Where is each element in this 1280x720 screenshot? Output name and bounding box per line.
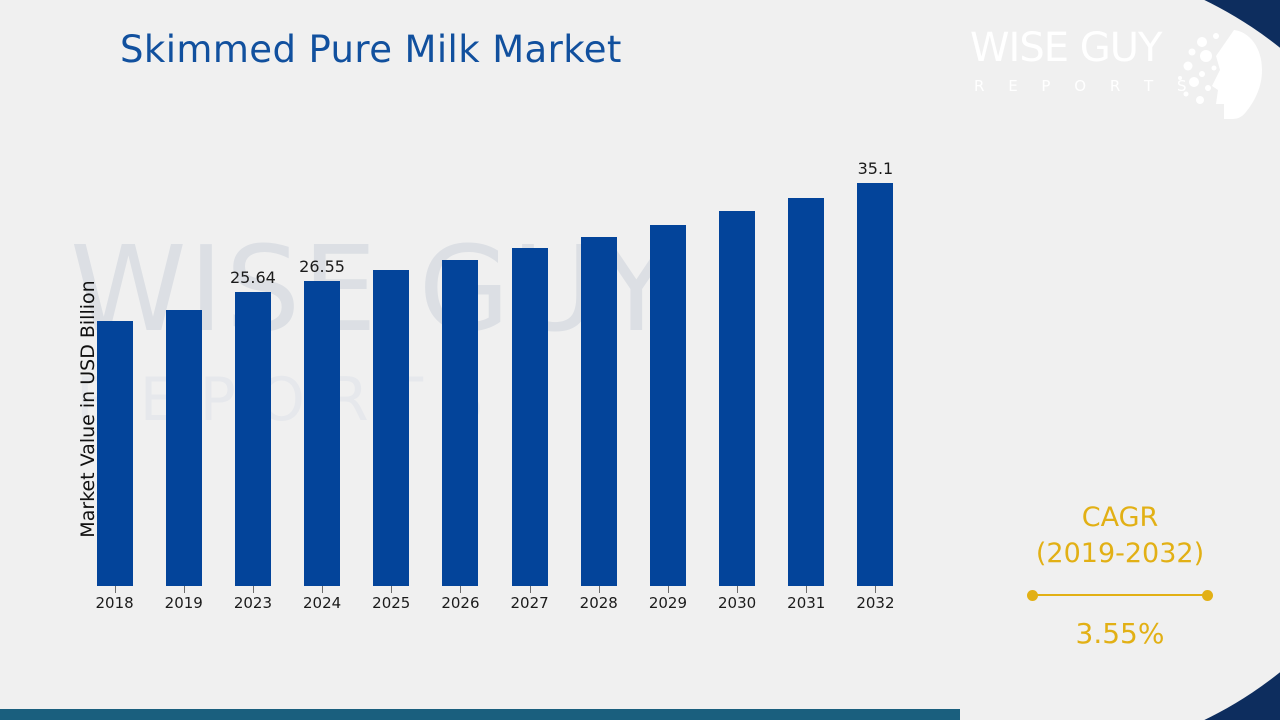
bar-2019[interactable]: [165, 310, 202, 586]
x-axis-tick: [875, 586, 877, 593]
x-axis-tick-label: 2027: [510, 594, 549, 612]
bar-slot: [357, 150, 426, 586]
bar-slot: [495, 150, 564, 586]
bar-slot: [149, 150, 218, 586]
x-axis-tick-label: 2025: [372, 594, 411, 612]
cagr-divider-knob-right: [1202, 590, 1213, 602]
x-axis-tick: [114, 586, 116, 593]
bar-2032[interactable]: 35.1: [857, 159, 894, 586]
x-axis-tick-label: 2030: [717, 594, 757, 612]
bar-2029[interactable]: [649, 224, 686, 586]
cagr-range: (2019-2032): [1035, 537, 1205, 569]
x-axis-tick: [806, 586, 808, 593]
x-axis-tick: [322, 586, 324, 593]
logo-tagline: R E P O R T S: [974, 77, 1196, 95]
x-axis-tick-label: 2031: [787, 594, 826, 612]
x-axis-tick: [252, 586, 254, 593]
bar-2018[interactable]: [96, 320, 133, 586]
x-axis-tick-label: 2026: [441, 594, 480, 612]
bar-slot: [564, 150, 633, 586]
x-axis-tick-label: 2032: [856, 594, 895, 612]
bar-slot: [772, 150, 841, 586]
x-axis-tick: [598, 586, 600, 593]
bar-2031[interactable]: [788, 198, 825, 586]
x-axis-tick: [529, 586, 531, 593]
brand-panel: WISE GUY R E P O R T S CAGR (2019-2032) …: [960, 0, 1280, 720]
decorative-circle: [960, 0, 1280, 720]
brand-logo: WISE GUY R E P O R T S: [970, 28, 1270, 120]
x-axis-tick-label: 2028: [579, 594, 618, 612]
x-axis-tick: [737, 586, 739, 593]
bar-slot: 25.64: [218, 150, 287, 586]
x-axis-tick: [391, 586, 393, 593]
x-axis-tick-label: 2018: [95, 594, 134, 612]
bar-slot: [80, 150, 149, 586]
bar-2028[interactable]: [580, 236, 617, 586]
bar-value-label: 25.64: [230, 267, 276, 287]
logo-head-icon: [1178, 30, 1262, 119]
cagr-divider-line: [1033, 594, 1207, 597]
bar-2024[interactable]: 26.55: [299, 257, 345, 586]
bar-plot-area: 25.64 26.55 35.1: [80, 150, 910, 586]
x-axis-tick-label: 2023: [233, 594, 272, 612]
x-axis-tick: [183, 586, 185, 593]
bar-2030[interactable]: [719, 211, 756, 586]
bar-slot: [703, 150, 772, 586]
x-axis-tick-label: 2024: [302, 594, 342, 612]
bottom-accent-bar: [0, 709, 962, 720]
bar-value-label: 26.55: [299, 257, 345, 277]
logo-wordmark: WISE GUY: [970, 25, 1162, 71]
bar-slot: 26.55: [288, 150, 357, 586]
bar-2025[interactable]: [373, 270, 410, 586]
x-axis-tick: [460, 586, 462, 593]
x-axis-tick-label: 2019: [164, 594, 203, 612]
cagr-divider: [1027, 589, 1213, 602]
cagr-value: 3.55%: [1075, 617, 1165, 651]
bar-2023[interactable]: 25.64: [230, 268, 276, 586]
y-axis-label-wrapper: Market Value in USD Billion: [28, 232, 99, 584]
x-axis-tick: [667, 586, 669, 593]
cagr-divider-knob-left: [1027, 590, 1038, 602]
cagr-title: CAGR: [1081, 502, 1159, 533]
chart-title: Skimmed Pure Milk Market: [120, 28, 622, 71]
bar-slot: 35.1: [841, 150, 910, 586]
x-axis-tick-label: 2029: [648, 594, 687, 612]
cagr-block: CAGR (2019-2032) 3.55%: [960, 500, 1280, 650]
bar-slot: [633, 150, 702, 586]
bar-2027[interactable]: [511, 248, 548, 586]
bar-value-label: 35.1: [857, 159, 894, 179]
chart-panel: WISE GUY REPORTS Skimmed Pure Milk Marke…: [0, 28, 962, 720]
bar-slot: [426, 150, 495, 586]
bar-2026[interactable]: [442, 259, 479, 586]
